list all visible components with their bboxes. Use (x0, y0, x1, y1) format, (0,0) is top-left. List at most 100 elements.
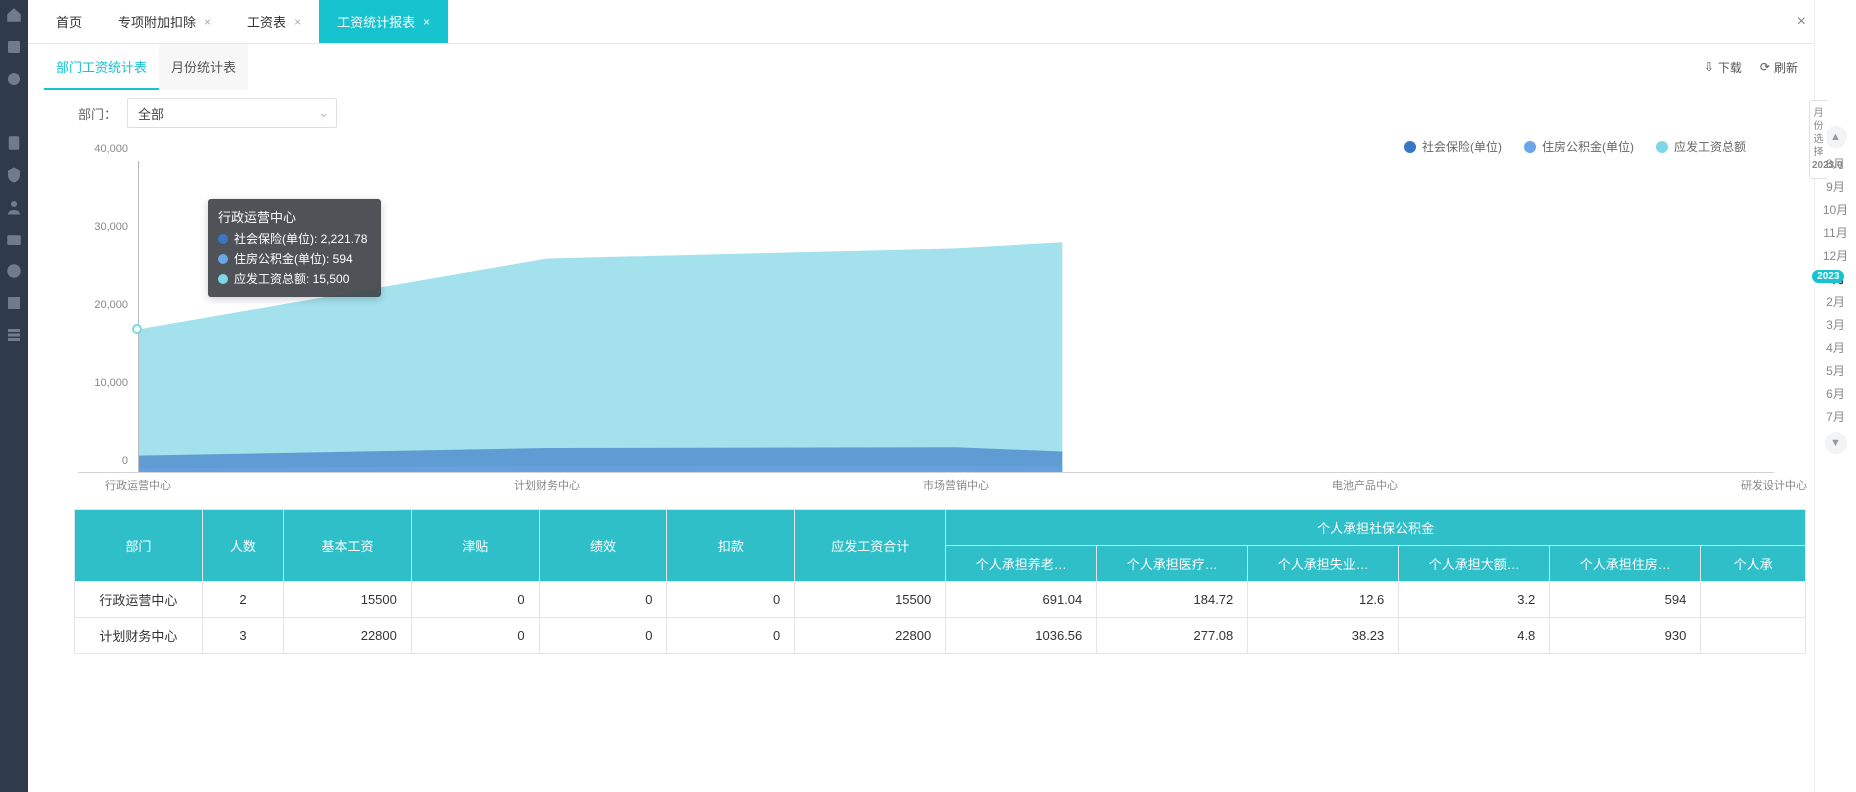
tab-deduct[interactable]: 专项附加扣除 × (100, 0, 229, 43)
table-cell: 691.04 (946, 582, 1097, 618)
month-item[interactable]: 8月 (1826, 155, 1845, 172)
chart-legend: 社会保险(单位) 住房公积金(单位) 应发工资总额 (78, 136, 1774, 161)
nav-icon-6[interactable] (5, 198, 23, 216)
table-header: 个人承担失业… (1248, 546, 1399, 582)
dept-select[interactable]: ⌄ (127, 98, 337, 128)
tab-report[interactable]: 工资统计报表× (319, 0, 448, 43)
table-header: 绩效 (539, 510, 667, 582)
chart-x-axis: 行政运营中心计划财务中心市场营销中心电池产品中心研发设计中心 (138, 473, 1774, 501)
tooltip-title: 行政运营中心 (218, 207, 367, 226)
nav-icon-10[interactable] (5, 326, 23, 344)
table-cell: 0 (411, 582, 539, 618)
tooltip-dot-icon (218, 274, 228, 284)
month-item[interactable]: 12月 (1823, 247, 1848, 264)
table-cell: 1036.56 (946, 618, 1097, 654)
month-item[interactable]: 3月 (1826, 316, 1845, 333)
main-panel: 首页 专项附加扣除× 工资表× 工资统计报表× × 部门工资统计表 月份统计表 … (28, 0, 1814, 792)
year-badge: 2023 (1812, 270, 1844, 283)
month-item[interactable]: 5月 (1826, 362, 1845, 379)
legend-label: 社会保险(单位) (1422, 138, 1502, 155)
table-cell: 15500 (795, 582, 946, 618)
table-cell: 0 (539, 582, 667, 618)
month-next-button[interactable]: ▼ (1825, 432, 1847, 454)
download-button[interactable]: ⇩ 下载 (1704, 59, 1742, 76)
tab-deduct-close-icon[interactable]: × (204, 15, 211, 29)
tooltip-dot-icon (218, 234, 228, 244)
tab-home-label: 首页 (56, 12, 82, 31)
x-axis-tick: 市场营销中心 (923, 477, 989, 493)
tab-payroll-label: 工资表 (247, 12, 286, 31)
month-item[interactable]: 6月 (1826, 385, 1845, 402)
table-row[interactable]: 行政运营中心21550000015500691.04184.7212.63.25… (75, 582, 1806, 618)
month-rail-label1: 月份选择 (1814, 108, 1824, 158)
tab-payroll-close-icon[interactable]: × (294, 15, 301, 29)
refresh-button[interactable]: ⟳刷新 (1760, 59, 1798, 76)
table-header: 津贴 (411, 510, 539, 582)
x-axis-line (78, 472, 1774, 473)
table-row[interactable]: 计划财务中心322800000228001036.56277.0838.234.… (75, 618, 1806, 654)
nav-icon-5[interactable] (5, 166, 23, 184)
tabs-close-all-icon[interactable]: × (1797, 13, 1806, 31)
table-header: 应发工资合计 (795, 510, 946, 582)
legend-dot-icon (1524, 141, 1536, 153)
tab-home[interactable]: 首页 (38, 0, 100, 43)
nav-icon-8[interactable] (5, 262, 23, 280)
month-item[interactable]: 1月2023 (1826, 270, 1845, 287)
table-header: 个人承担住房… (1550, 546, 1701, 582)
nav-icon-7[interactable] (5, 230, 23, 248)
month-prev-button[interactable]: ▲ (1825, 126, 1847, 148)
table-cell: 22800 (795, 618, 946, 654)
y-axis-tick: 0 (78, 455, 128, 467)
legend-dot-icon (1404, 141, 1416, 153)
chart-hover-marker (132, 324, 142, 334)
table-cell: 0 (411, 618, 539, 654)
month-item[interactable]: 2月 (1826, 293, 1845, 310)
legend-item[interactable]: 住房公积金(单位) (1524, 138, 1634, 155)
chart-svg (138, 161, 1774, 473)
table-header: 扣款 (667, 510, 795, 582)
month-item[interactable]: 11月 (1823, 224, 1847, 241)
y-axis-tick: 20,000 (78, 299, 128, 311)
nav-icon-9[interactable] (5, 294, 23, 312)
y-axis-tick: 40,000 (78, 143, 128, 155)
nav-icon-3[interactable] (5, 102, 23, 120)
legend-item[interactable]: 应发工资总额 (1656, 138, 1746, 155)
table-cell: 38.23 (1248, 618, 1399, 654)
chart-hover-line (138, 161, 139, 473)
month-item[interactable]: 10月 (1823, 201, 1848, 218)
chart-tooltip: 行政运营中心社会保险(单位): 2,221.78住房公积金(单位): 594应发… (208, 199, 381, 297)
month-rail-toggle[interactable]: 月份选择 2023.0 (1809, 100, 1827, 179)
legend-label: 应发工资总额 (1674, 138, 1746, 155)
table-cell: 0 (667, 618, 795, 654)
tab-report-close-icon[interactable]: × (423, 15, 430, 29)
tabs-bar: 首页 专项附加扣除 × 工资表 × 工资统计报表× × (28, 0, 1814, 44)
y-axis-tick: 10,000 (78, 377, 128, 389)
table-header: 基本工资 (284, 510, 412, 582)
month-list: 8月 9月 10月 11月 12月 1月2023 2月 3月 4月 5月 6月 7月 (1823, 152, 1848, 428)
y-axis-tick: 30,000 (78, 221, 128, 233)
table-cell: 22800 (284, 618, 412, 654)
tooltip-row-text: 社会保险(单位): 2,221.78 (234, 229, 367, 249)
x-axis-tick: 计划财务中心 (514, 477, 580, 493)
download-label: 下载 (1718, 59, 1742, 76)
tab-deduct-label: 专项附加扣除 (118, 12, 196, 31)
nav-icon-home[interactable] (5, 6, 23, 24)
month-item[interactable]: 4月 (1826, 339, 1845, 356)
table-cell: 184.72 (1097, 582, 1248, 618)
x-axis-tick: 研发设计中心 (1741, 477, 1807, 493)
nav-icon-2[interactable] (5, 70, 23, 88)
nav-icon-4[interactable] (5, 134, 23, 152)
download-icon: ⇩ (1704, 60, 1714, 74)
dept-select-input[interactable] (127, 98, 337, 128)
tab-payroll[interactable]: 工资表 × (229, 0, 319, 43)
legend-item[interactable]: 社会保险(单位) (1404, 138, 1502, 155)
subtab-dept[interactable]: 部门工资统计表 (44, 44, 159, 90)
x-axis-tick: 行政运营中心 (105, 477, 171, 493)
month-item[interactable]: 9月 (1826, 178, 1845, 195)
filter-bar: 部门： ⌄ (28, 90, 1814, 132)
subtab-month[interactable]: 月份统计表 (159, 44, 248, 90)
table-cell: 594 (1550, 582, 1701, 618)
nav-icon-1[interactable] (5, 38, 23, 56)
month-item[interactable]: 7月 (1826, 408, 1845, 425)
table-cell: 12.6 (1248, 582, 1399, 618)
